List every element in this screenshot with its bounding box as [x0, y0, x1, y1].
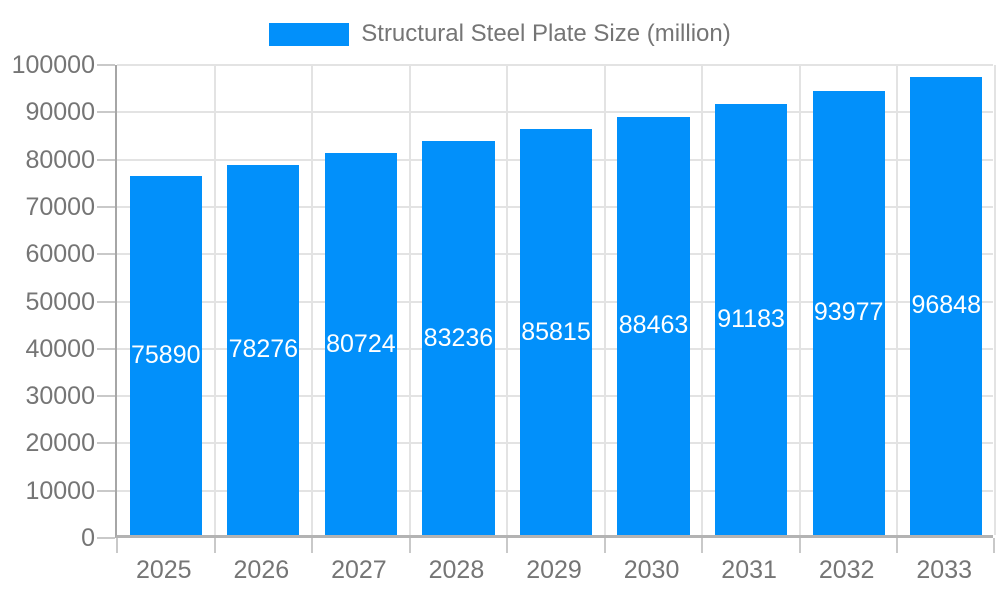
gridline-v: [213, 65, 216, 535]
x-tick-mark: [311, 538, 314, 553]
plot-area: 75890 78276 80724 83236 85815 88463 91183 93977…: [97, 64, 996, 553]
x-axis-label: 2026: [233, 556, 290, 584]
x-tick-mark: [896, 538, 899, 553]
bar-value-label: 80724: [326, 329, 396, 358]
y-axis-label: 60000: [25, 240, 95, 269]
x-axis-label: 2032: [818, 556, 875, 584]
y-tick-mark: [97, 111, 115, 114]
bar-2026: 78276: [227, 164, 300, 535]
gridline-v: [506, 65, 509, 535]
y-axis-label: 20000: [25, 429, 95, 458]
y-axis-label: 80000: [25, 145, 95, 174]
y-axis-label: 100000: [11, 51, 95, 79]
gridline-h: [117, 111, 993, 114]
legend-label: Structural Steel Plate Size (million): [361, 20, 731, 47]
y-tick-mark: [97, 442, 115, 445]
bar-value-label: 96848: [911, 291, 981, 320]
y-tick-mark: [97, 205, 115, 208]
bar-2030: 88463: [617, 116, 690, 535]
y-tick-mark: [97, 64, 115, 66]
gridline-v: [603, 65, 606, 535]
y-tick-mark: [97, 158, 115, 161]
bar-2029: 85815: [519, 129, 593, 535]
gridline-v: [994, 65, 996, 535]
bar-value-label: 88463: [618, 311, 689, 340]
x-axis-label: 2029: [526, 556, 582, 584]
x-tick-mark: [213, 538, 216, 553]
y-tick-mark: [97, 537, 115, 539]
y-tick-mark: [97, 395, 115, 398]
bar-2032: 93977: [812, 90, 885, 535]
bar-value-label: 93977: [813, 298, 884, 327]
x-tick-mark: [506, 538, 509, 553]
y-tick-mark: [97, 253, 115, 256]
y-axis-label: 30000: [25, 382, 95, 411]
gridline-v: [798, 65, 801, 535]
x-axis-label: 2030: [623, 556, 680, 584]
gridline-v: [896, 65, 899, 535]
gridline-h: [117, 64, 993, 66]
legend-color-swatch: [269, 22, 350, 46]
bar-value-label: 91183: [717, 304, 785, 333]
x-tick-mark: [993, 538, 995, 553]
x-tick-mark: [701, 538, 704, 553]
x-axis-label: 2028: [428, 556, 485, 584]
gridline-v: [408, 65, 411, 535]
x-tick-mark: [116, 538, 118, 553]
y-axis-label: 70000: [25, 192, 95, 221]
x-tick-mark: [603, 538, 606, 553]
x-tick-mark: [798, 538, 801, 553]
bar-value-label: 85815: [521, 317, 591, 346]
y-tick-mark: [97, 347, 115, 350]
y-axis-label: 90000: [25, 98, 95, 127]
y-axis-label: 50000: [25, 287, 95, 316]
gridline-v: [311, 65, 314, 535]
bar-2031: 91183: [715, 103, 788, 535]
x-axis-label: 2031: [721, 556, 777, 584]
gridline-v: [701, 65, 704, 535]
x-axis-label: 2027: [331, 556, 387, 584]
legend: Structural Steel Plate Size (million): [0, 20, 1000, 48]
y-tick-mark: [97, 489, 115, 492]
y-axis-label: 10000: [25, 476, 95, 505]
bar-2025: 75890: [129, 176, 202, 535]
x-axis-label: 2025: [135, 556, 192, 584]
bar-2033: 96848: [910, 76, 983, 535]
bar-value-label: 83236: [423, 323, 494, 352]
bar-value-label: 78276: [228, 335, 299, 364]
y-tick-mark: [97, 300, 115, 303]
x-axis-label: 2033: [916, 556, 973, 584]
y-axis-label: 0: [81, 524, 95, 552]
y-axis-label: 40000: [25, 334, 95, 363]
bar-2028: 83236: [422, 141, 495, 535]
x-tick-mark: [408, 538, 411, 553]
bar-2027: 80724: [324, 153, 397, 535]
bar-value-label: 75890: [131, 341, 201, 370]
